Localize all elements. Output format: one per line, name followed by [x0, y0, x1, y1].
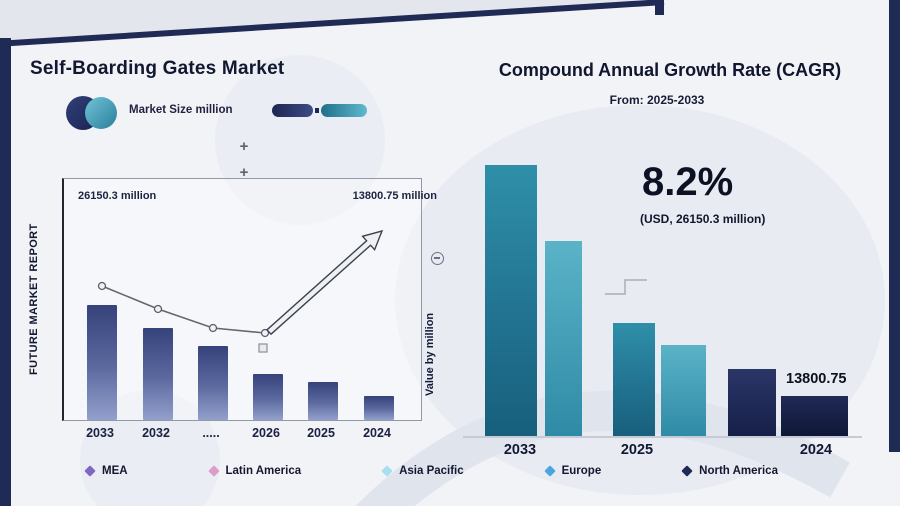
cagr-bar-3 [661, 345, 706, 437]
navy-pill-decor [272, 104, 313, 117]
left-edge-bar [0, 38, 11, 506]
market-x-label: ..... [202, 426, 220, 440]
right-edge-bar [889, 0, 900, 452]
legend-label: North America [699, 465, 778, 477]
legend-item-north-america: North America [681, 465, 778, 477]
cagr-bar-5 [781, 396, 848, 437]
diamond-bullet-icon [681, 465, 693, 477]
cagr-bar-2 [613, 323, 655, 437]
value-2024-label: 13800.75 million [352, 190, 437, 202]
top-diagonal-bar [0, 0, 665, 47]
plus-icon: + [239, 164, 249, 181]
plus-marks-decor: + + [234, 134, 254, 186]
legend-label: MEA [102, 465, 128, 477]
cagr-bars [485, 165, 848, 437]
market-x-label: 2024 [363, 426, 391, 440]
market-x-label: 2032 [142, 426, 170, 440]
minus-circle-icon [431, 252, 444, 265]
diamond-bullet-icon [84, 465, 96, 477]
left-chart-title: Self-Boarding Gates Market [30, 58, 285, 79]
market-bar-2032 [143, 328, 173, 420]
market-x-label: 2033 [86, 426, 114, 440]
cagr-bar-value-label: 13800.75 [786, 371, 847, 387]
market-chart-x-labels: 2033 2032..... 2026 2025 2024 [62, 426, 422, 444]
cagr-x-labels: 2033 2025 2024 [0, 442, 900, 462]
legend-label: Europe [561, 465, 602, 477]
region-legend: MEA Latin America Asia Pacific Europe North … [84, 465, 778, 477]
legend-item-europe: Europe [543, 465, 602, 477]
market-x-label: 2026 [252, 426, 280, 440]
market-bar-2024 [364, 396, 394, 420]
market-bar-2026 [253, 374, 283, 420]
market-x-label: 2025 [307, 426, 335, 440]
legend-item-latin-america: Latin America [207, 465, 302, 477]
decor-blob [215, 55, 385, 225]
legend-item-mea: MEA [84, 465, 128, 477]
cagr-x-label: 2025 [620, 442, 654, 458]
cagr-subtitle: From: 2025-2033 [609, 93, 705, 107]
cagr-value: 8.2% [642, 160, 734, 204]
cagr-title: Compound Annual Growth Rate (CAGR) [498, 60, 842, 80]
sphere-pie-icon [66, 96, 120, 130]
market-bar-2025 [308, 382, 338, 420]
diamond-bullet-icon [381, 465, 393, 477]
plus-icon: + [239, 138, 249, 155]
market-size-label: Market Size million [129, 104, 233, 116]
value-2033-label: 26150.3 million [78, 190, 157, 202]
pill-separator-dot [315, 108, 319, 113]
top-diagonal-end [655, 0, 664, 15]
cagr-bar-1 [545, 241, 582, 437]
diamond-bullet-icon [543, 465, 556, 477]
diamond-bullet-icon [207, 465, 220, 477]
legend-label: Asia Pacific [399, 465, 464, 477]
legend-label: Latin America [225, 465, 302, 477]
teal-pill-decor [321, 104, 367, 117]
market-bars [64, 179, 421, 420]
cagr-x-label: 2024 [799, 442, 833, 458]
cagr-bar-4 [728, 369, 776, 437]
legend-item-asia-pacific: Asia Pacific [381, 465, 464, 477]
market-bar-..... [198, 346, 228, 420]
cagr-axis-line [463, 436, 862, 438]
step-line-decor [605, 279, 647, 295]
cagr-bar-0 [485, 165, 537, 437]
cagr-x-label: 2033 [503, 442, 537, 458]
cagr-usd-detail: (USD, 26150.3 million) [640, 212, 766, 226]
